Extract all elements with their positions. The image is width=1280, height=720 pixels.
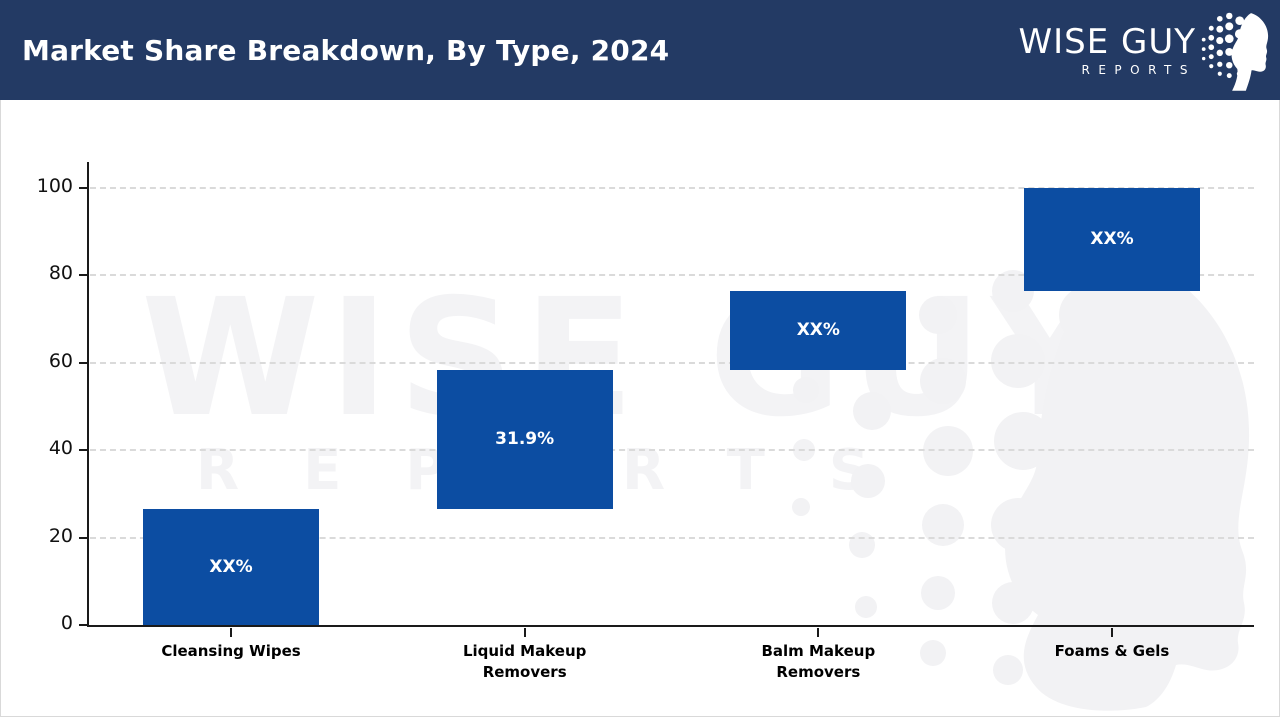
bar-liquid-makeup-removers: 31.9% xyxy=(436,369,613,510)
bar-value-label: 31.9% xyxy=(495,429,555,450)
y-tick-label-40: 40 xyxy=(48,437,73,459)
logo-subtitle: REPORTS xyxy=(1081,63,1196,78)
logo-name: WISE GUY xyxy=(1018,21,1196,62)
bar-balm-makeup-removers: XX% xyxy=(730,291,907,370)
gridline-60 xyxy=(90,361,1254,364)
y-tick-20 xyxy=(79,536,87,539)
x-category-label-foams-gels: Foams & Gels xyxy=(1054,642,1170,660)
gridline-40 xyxy=(90,449,1254,451)
y-tick-label-20: 20 xyxy=(48,524,73,547)
y-tick-100 xyxy=(79,186,87,189)
chart-area: WISE GUY REPORTS 020406080100XX%Cleansin… xyxy=(0,100,1280,717)
x-tick-balm-makeup-removers xyxy=(817,628,820,637)
bar-cleansing-wipes: XX% xyxy=(143,509,319,625)
y-axis-line xyxy=(87,162,89,627)
header-banner: Market Share Breakdown, By Type, 2024 WI… xyxy=(0,0,1280,100)
x-category-label-balm-makeup-removers: Balm Makeup Removers xyxy=(761,642,876,681)
y-tick-60 xyxy=(79,361,87,364)
y-tick-label-0: 0 xyxy=(60,612,73,634)
gridline-20 xyxy=(90,536,1254,539)
face-profile-icon xyxy=(1201,12,1269,91)
gridline-80 xyxy=(90,274,1254,276)
wise-guy-logo: WISE GUY REPORTS xyxy=(1018,8,1270,94)
plot-area: 0 20 40 60 80 100 XX% Cleansing Wipes 31.9% Liqui… xyxy=(1,100,1279,716)
y-tick-80 xyxy=(79,274,87,276)
page-title: Market Share Breakdown, By Type, 2024 xyxy=(22,33,670,67)
bar-value-label: XX% xyxy=(796,320,840,341)
x-tick-liquid-makeup-removers xyxy=(523,628,526,637)
x-axis-line xyxy=(87,625,1254,627)
bar-value-label: XX% xyxy=(1090,229,1134,250)
gridline-100 xyxy=(90,186,1254,189)
x-category-label-liquid-makeup-removers: Liquid Makeup Removers xyxy=(462,642,587,681)
watermark-face-profile xyxy=(792,250,1250,711)
bar-value-label: XX% xyxy=(209,557,253,578)
x-tick-foams-gels xyxy=(1111,628,1113,637)
x-category-label-cleansing-wipes: Cleansing Wipes xyxy=(161,642,301,660)
bar-foams-gels: XX% xyxy=(1024,187,1200,292)
y-tick-0 xyxy=(79,624,87,626)
x-tick-cleansing-wipes xyxy=(230,628,232,637)
y-tick-label-60: 60 xyxy=(48,349,73,372)
y-tick-label-100: 100 xyxy=(36,174,73,197)
y-tick-40 xyxy=(79,449,87,451)
logo-text: WISE GUY REPORTS xyxy=(1018,21,1196,78)
y-tick-label-80: 80 xyxy=(48,262,73,284)
